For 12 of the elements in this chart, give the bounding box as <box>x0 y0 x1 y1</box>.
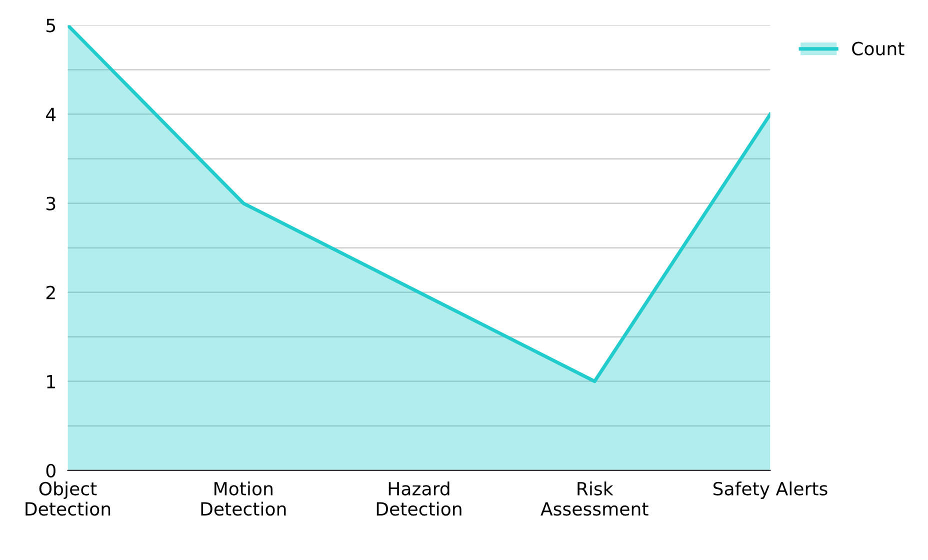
y-tick-label: 3 <box>46 196 56 210</box>
x-tick-label: Hazard Detection <box>376 482 462 516</box>
y-tick-label: 1 <box>47 375 55 388</box>
x-tick-label: Risk Assessment <box>540 482 648 516</box>
x-tick-label: Safety Alerts <box>713 482 828 499</box>
legend-label: Count <box>852 42 904 56</box>
y-tick-label: 0 <box>46 464 56 478</box>
x-tick-label: Motion Detection <box>201 482 286 516</box>
y-tick-label: 4 <box>46 108 56 122</box>
x-tick-label: Object Detection <box>26 482 110 516</box>
y-tick-label: 2 <box>46 286 55 300</box>
y-tick-label: 5 <box>46 18 56 32</box>
